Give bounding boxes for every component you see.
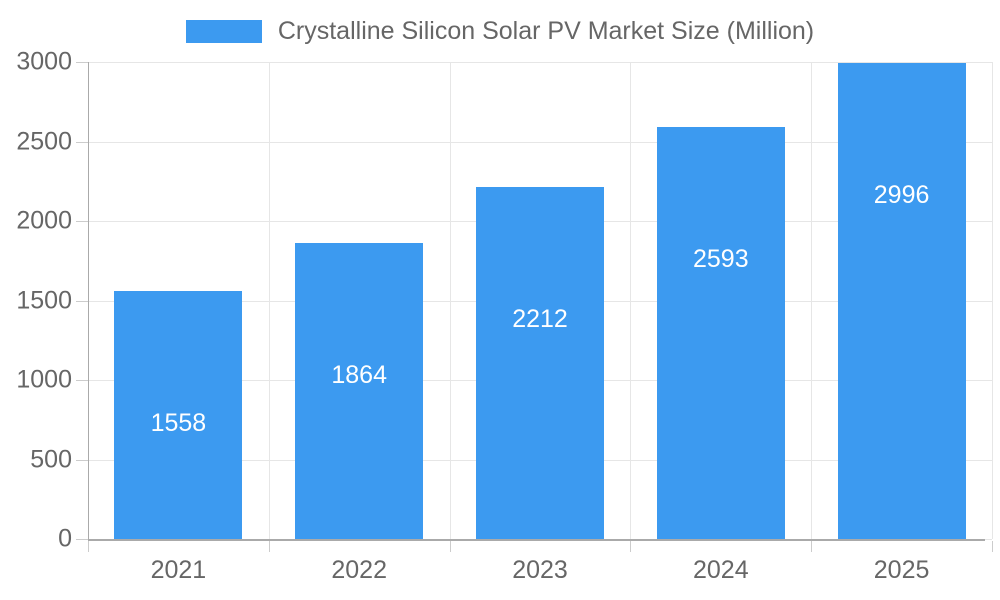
y-axis-tick-mark bbox=[76, 300, 88, 302]
bar-2025[interactable] bbox=[837, 62, 966, 539]
x-gridline bbox=[630, 62, 631, 539]
y-gridline bbox=[88, 62, 992, 63]
y-axis-tick-label: 2500 bbox=[16, 127, 72, 155]
x-axis-tick-label: 2023 bbox=[512, 556, 568, 584]
y-axis-tick-label: 500 bbox=[30, 445, 72, 473]
bar-2022[interactable] bbox=[295, 242, 424, 539]
y-axis-tick-mark bbox=[76, 221, 88, 222]
x-gridline bbox=[450, 62, 451, 539]
x-gridline bbox=[992, 62, 993, 539]
chart-legend: Crystalline Silicon Solar PV Market Size… bbox=[0, 14, 1000, 48]
x-axis-tick-mark bbox=[450, 541, 451, 552]
legend-label: Crystalline Silicon Solar PV Market Size… bbox=[277, 16, 815, 45]
y-axis-tick-mark bbox=[76, 62, 88, 63]
x-axis-line bbox=[88, 539, 985, 541]
x-axis-tick-mark bbox=[630, 541, 631, 552]
y-axis-line bbox=[88, 62, 89, 540]
x-axis-tick-label: 2022 bbox=[331, 556, 387, 584]
x-axis-tick-mark bbox=[811, 541, 812, 552]
bar-2021[interactable] bbox=[114, 291, 243, 539]
y-axis-tick-label: 0 bbox=[58, 524, 72, 553]
y-axis-tick-label: 1500 bbox=[16, 286, 72, 314]
bar-2023[interactable] bbox=[476, 187, 604, 539]
y-axis-tick-label: 1000 bbox=[16, 365, 72, 394]
x-gridline bbox=[269, 62, 270, 539]
x-axis-tick-mark bbox=[88, 541, 89, 552]
x-axis-tick-label: 2021 bbox=[150, 556, 207, 584]
y-axis-tick-mark bbox=[76, 141, 88, 143]
legend-color-swatch[interactable] bbox=[185, 19, 262, 43]
y-gridline bbox=[88, 141, 992, 143]
bar-2024[interactable] bbox=[656, 126, 785, 539]
y-axis-tick-label: 2000 bbox=[16, 206, 72, 235]
y-axis-tick-mark bbox=[76, 539, 88, 540]
y-axis-tick-mark bbox=[76, 380, 88, 381]
y-axis-tick-mark bbox=[76, 459, 88, 461]
y-axis-labels: 0 500 1000 1500 2000 2500 3000 bbox=[0, 0, 72, 600]
y-axis-tick-label: 3000 bbox=[16, 47, 72, 76]
x-gridline bbox=[811, 62, 812, 539]
x-axis-tick-mark bbox=[269, 541, 270, 552]
x-axis-tick-mark bbox=[992, 541, 993, 552]
x-axis-tick-label: 2025 bbox=[873, 556, 930, 584]
x-axis-tick-label: 2024 bbox=[692, 556, 749, 584]
